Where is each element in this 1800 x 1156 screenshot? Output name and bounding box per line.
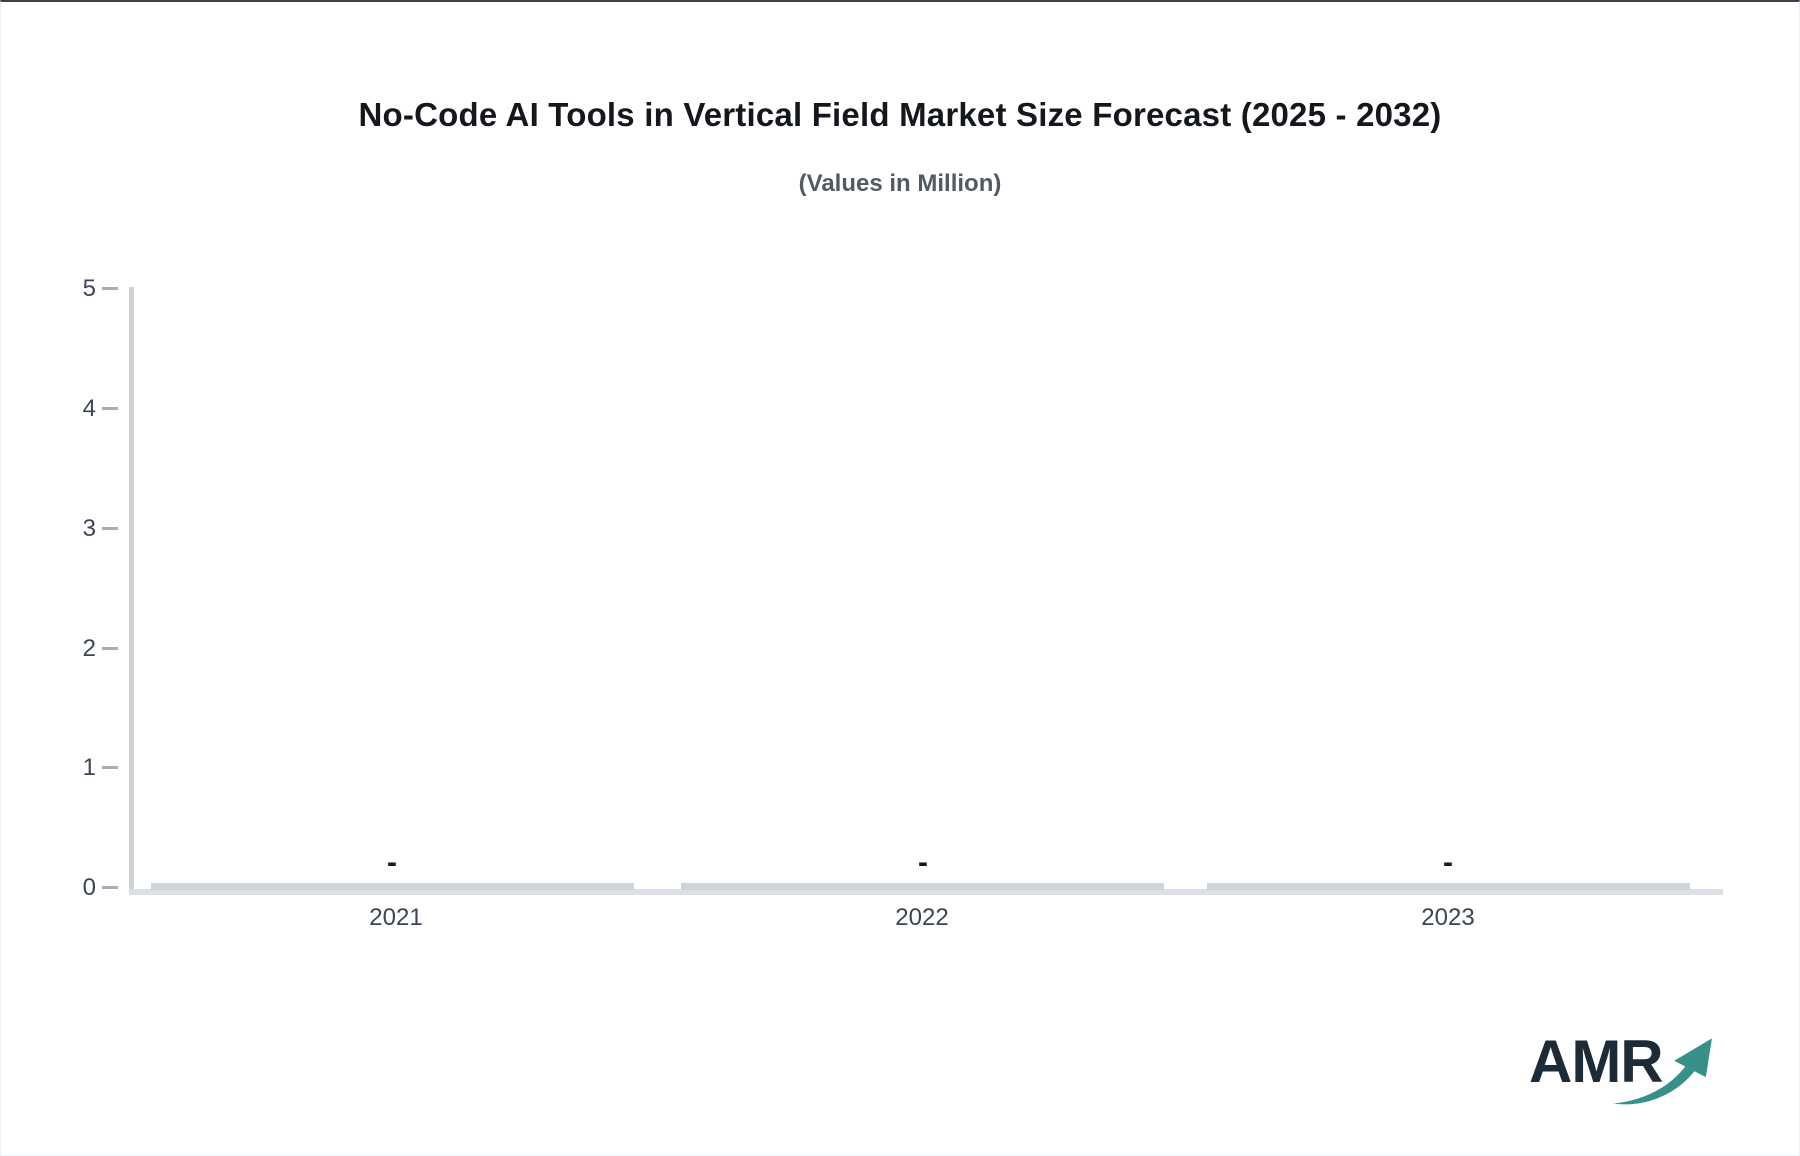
- y-axis-label-3: 3: [82, 515, 96, 542]
- value-label-2022: -: [918, 846, 928, 879]
- y-axis-label-2: 2: [82, 635, 96, 662]
- x-axis-label-2022: 2022: [895, 904, 949, 931]
- y-axis-label-4: 4: [82, 395, 96, 422]
- growth-arrow-icon: [1613, 1038, 1712, 1105]
- x-axis-label-2023: 2023: [1421, 904, 1475, 931]
- y-axis-line: [129, 287, 134, 895]
- y-axis-label-1: 1: [82, 754, 96, 781]
- x-axis-line: [129, 889, 1723, 895]
- y-tick-mark: [102, 287, 118, 290]
- value-label-2023: -: [1443, 846, 1453, 879]
- y-tick-mark: [102, 407, 118, 410]
- amr-logo-text: AMR: [1529, 1028, 1664, 1095]
- chart-title: No-Code AI Tools in Vertical Field Marke…: [358, 96, 1442, 133]
- y-axis-label-0: 0: [82, 874, 96, 901]
- y-tick-mark: [102, 527, 118, 530]
- bar-group-2021: [151, 883, 634, 890]
- amr-logo: AMR: [1521, 1026, 1731, 1118]
- value-label-2021: -: [387, 846, 397, 879]
- bar-group-2023: [1207, 883, 1690, 890]
- x-axis-label-2021: 2021: [369, 904, 423, 931]
- y-tick-mark: [102, 647, 118, 650]
- chart-subtitle: (Values in Million): [798, 170, 1002, 197]
- bar-group-2022: [681, 883, 1164, 890]
- y-axis-label-5: 5: [82, 275, 96, 302]
- y-tick-mark: [102, 886, 118, 889]
- y-tick-mark: [102, 766, 118, 769]
